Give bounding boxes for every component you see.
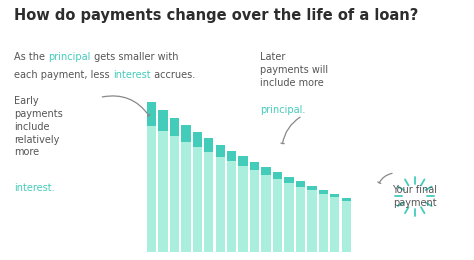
Bar <box>342 200 351 252</box>
Bar <box>158 110 168 131</box>
Bar <box>204 152 213 252</box>
Bar <box>227 161 237 252</box>
Text: interest: interest <box>113 70 151 80</box>
Bar <box>170 118 179 136</box>
Text: Your final
payment: Your final payment <box>392 185 437 208</box>
Bar <box>170 136 179 252</box>
Text: principal: principal <box>48 52 91 62</box>
Bar <box>181 142 191 252</box>
Text: As the: As the <box>14 52 48 62</box>
Bar <box>284 177 294 183</box>
Text: Later
payments will
include more: Later payments will include more <box>260 52 328 88</box>
Bar <box>284 183 294 252</box>
Bar <box>216 145 225 157</box>
Bar <box>204 138 213 152</box>
Bar <box>181 125 191 142</box>
Bar <box>330 197 339 252</box>
Bar <box>273 179 282 252</box>
Bar <box>307 186 317 190</box>
Bar <box>342 198 351 200</box>
Text: each payment, less: each payment, less <box>14 70 113 80</box>
Bar <box>273 172 282 179</box>
Bar <box>307 190 317 252</box>
Bar <box>250 171 259 252</box>
Text: principal.: principal. <box>260 105 305 115</box>
Bar <box>238 156 248 166</box>
Bar <box>216 157 225 252</box>
Bar <box>147 102 156 126</box>
Bar <box>296 187 305 252</box>
Bar <box>261 175 271 252</box>
Text: interest.: interest. <box>14 183 55 193</box>
Bar <box>158 131 168 252</box>
Bar <box>261 167 271 175</box>
Bar <box>227 151 237 161</box>
Bar <box>192 147 202 252</box>
Text: How do payments change over the life of a loan?: How do payments change over the life of … <box>14 8 419 23</box>
Bar <box>250 162 259 171</box>
Bar <box>238 166 248 252</box>
Text: gets smaller with: gets smaller with <box>91 52 178 62</box>
Bar <box>330 194 339 197</box>
Bar <box>319 190 328 194</box>
Text: accrues.: accrues. <box>151 70 195 80</box>
Bar <box>147 126 156 252</box>
Bar <box>192 132 202 147</box>
Text: Early
payments
include
relatively
more: Early payments include relatively more <box>14 96 63 157</box>
Bar <box>296 181 305 187</box>
Bar <box>319 194 328 252</box>
